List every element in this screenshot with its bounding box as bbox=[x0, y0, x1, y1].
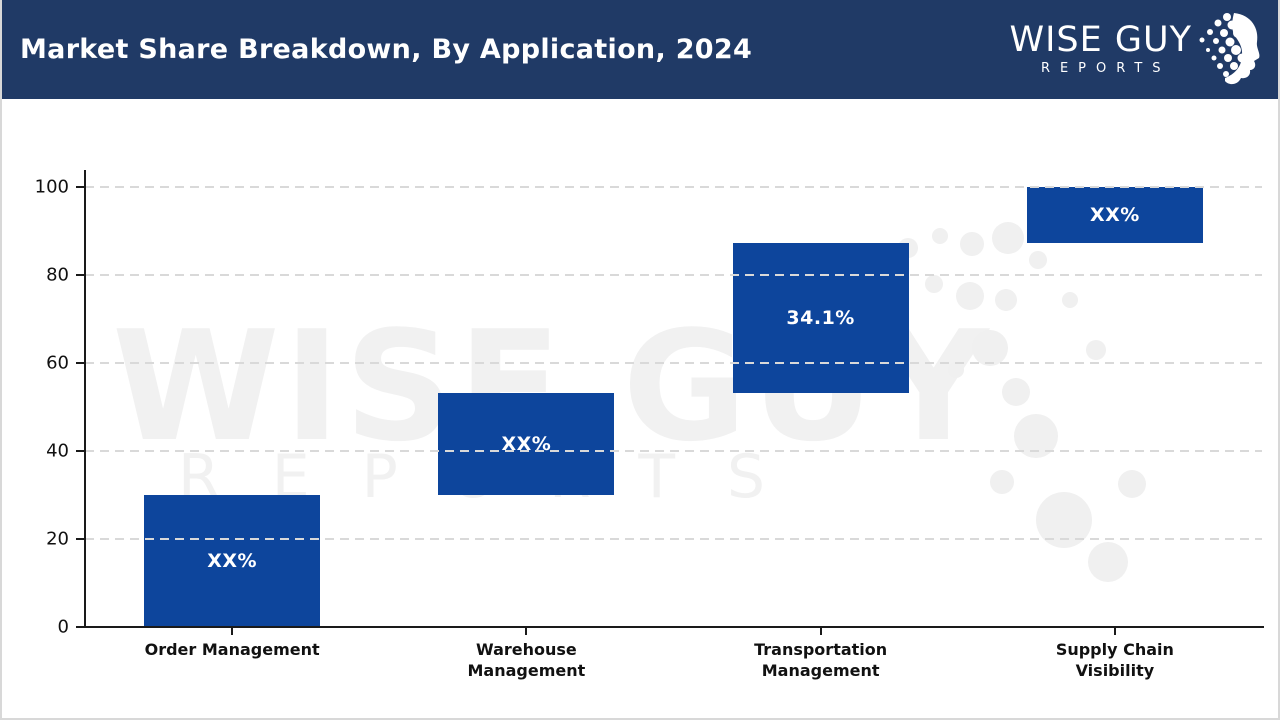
gridline bbox=[85, 450, 1262, 452]
category-label: Supply Chain Visibility bbox=[1055, 640, 1174, 680]
header-bar: Market Share Breakdown, By Application, … bbox=[0, 0, 1280, 99]
gridline bbox=[85, 186, 1262, 188]
y-tick-label: 80 bbox=[46, 264, 69, 286]
brand-logo-name: WISE GUY bbox=[1009, 20, 1192, 61]
y-tick-mark bbox=[76, 538, 84, 540]
bar-order-management: XX% bbox=[144, 495, 321, 627]
x-tick-mark bbox=[1113, 628, 1116, 635]
y-tick-label: 100 bbox=[34, 176, 69, 198]
y-tick-mark bbox=[76, 274, 84, 276]
gridline bbox=[85, 538, 1262, 540]
y-tick-mark bbox=[76, 362, 84, 364]
chart-title: Market Share Breakdown, By Application, … bbox=[20, 34, 753, 65]
x-tick-mark bbox=[525, 628, 528, 635]
brand-face-icon bbox=[1199, 13, 1260, 85]
y-tick-label: 0 bbox=[57, 616, 69, 638]
y-tick-mark bbox=[76, 450, 84, 452]
bar-transportation-management: 34.1% bbox=[732, 242, 909, 393]
watermark-face-dots bbox=[898, 222, 1146, 582]
y-tick-label: 60 bbox=[46, 352, 69, 374]
y-axis-line bbox=[84, 170, 86, 628]
category-label: Transportation Management bbox=[754, 640, 888, 680]
bar-supply-chain-visibility: XX% bbox=[1026, 187, 1203, 243]
x-axis-labels: Order Management Warehouse Management Tran… bbox=[85, 628, 1262, 708]
bar-value-label: XX% bbox=[207, 550, 258, 572]
brand-logo-subtitle: REPORTS bbox=[1040, 60, 1171, 76]
bar-warehouse-management: XX% bbox=[438, 392, 615, 495]
brand-logo: WISE GUY REPORTS bbox=[1009, 8, 1266, 90]
y-axis-ticks: 0 20 40 60 80 100 bbox=[0, 177, 85, 638]
brand-logo-text: WISE GUY REPORTS bbox=[1009, 22, 1192, 76]
bar-value-label: XX% bbox=[501, 432, 552, 455]
bar-value-label: 34.1% bbox=[786, 306, 855, 329]
x-tick-mark bbox=[231, 628, 234, 635]
category-label: Order Management bbox=[144, 640, 320, 659]
category-label: Warehouse Management bbox=[467, 640, 586, 680]
y-tick-label: 20 bbox=[46, 528, 69, 550]
x-axis-line bbox=[84, 626, 1264, 628]
gridline bbox=[85, 274, 1262, 276]
y-tick-label: 40 bbox=[46, 440, 69, 462]
bar-value-label: XX% bbox=[1089, 203, 1140, 226]
plot-area: XX% XX% 34.1% XX% bbox=[85, 186, 1262, 627]
gridline bbox=[85, 362, 1262, 364]
y-tick-mark bbox=[76, 626, 84, 628]
x-tick-mark bbox=[819, 628, 822, 635]
y-tick-mark bbox=[76, 186, 84, 188]
